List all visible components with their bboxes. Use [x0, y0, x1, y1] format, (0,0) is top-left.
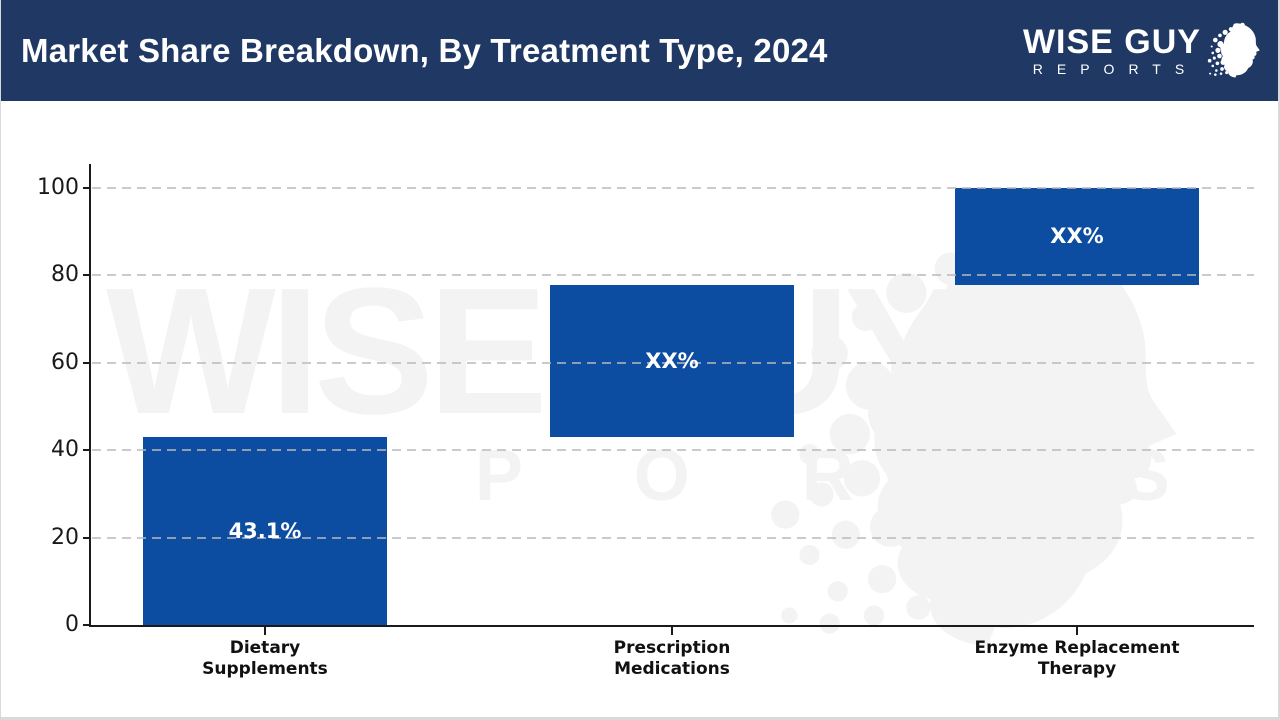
- bar: [955, 188, 1199, 285]
- y-tick-mark: [83, 449, 91, 452]
- bar: [550, 284, 794, 437]
- y-gridline: [92, 361, 1254, 364]
- bar-value-label: 43.1%: [228, 518, 302, 543]
- bar-value-label: XX%: [645, 348, 699, 373]
- x-tick-mark: [671, 626, 673, 635]
- y-tick-mark: [83, 624, 91, 626]
- header-band: Market Share Breakdown, By Treatment Typ…: [1, 0, 1278, 101]
- x-category-label: Enzyme Replacement Therapy: [974, 638, 1180, 679]
- x-category-label: Dietary Supplements: [202, 638, 328, 679]
- logo-subtext: REPORTS: [1032, 61, 1199, 78]
- y-gridline: [92, 449, 1254, 452]
- wise-guy-reports-logo: WISE GUY REPORTS: [1023, 7, 1267, 95]
- y-tick-label: 60: [51, 349, 79, 375]
- logo-head-icon: [1205, 13, 1267, 89]
- y-tick-label: 40: [51, 437, 79, 463]
- y-tick-label: 100: [37, 175, 79, 200]
- x-tick-mark: [264, 626, 266, 635]
- chart-title: Market Share Breakdown, By Treatment Typ…: [21, 31, 828, 69]
- logo-text: WISE GUY REPORTS: [1022, 22, 1201, 78]
- x-tick-mark: [1076, 626, 1078, 635]
- logo-wordmark: WISE GUY: [1022, 22, 1201, 61]
- y-tick-mark: [83, 274, 91, 277]
- y-axis-line: [89, 164, 91, 627]
- x-category-label: Prescription Medications: [613, 638, 731, 679]
- y-tick-label: 20: [51, 524, 79, 550]
- bar-value-label: XX%: [1050, 224, 1104, 249]
- y-tick-mark: [83, 361, 91, 364]
- y-gridline: [92, 536, 1254, 539]
- x-axis-line: [89, 625, 1254, 627]
- y-tick-label: 0: [65, 612, 79, 637]
- y-gridline: [92, 187, 1254, 189]
- y-tick-label: 80: [51, 262, 79, 288]
- bar: [143, 436, 387, 625]
- y-gridline: [92, 274, 1254, 277]
- y-tick-mark: [83, 536, 91, 539]
- y-tick-mark: [83, 187, 91, 189]
